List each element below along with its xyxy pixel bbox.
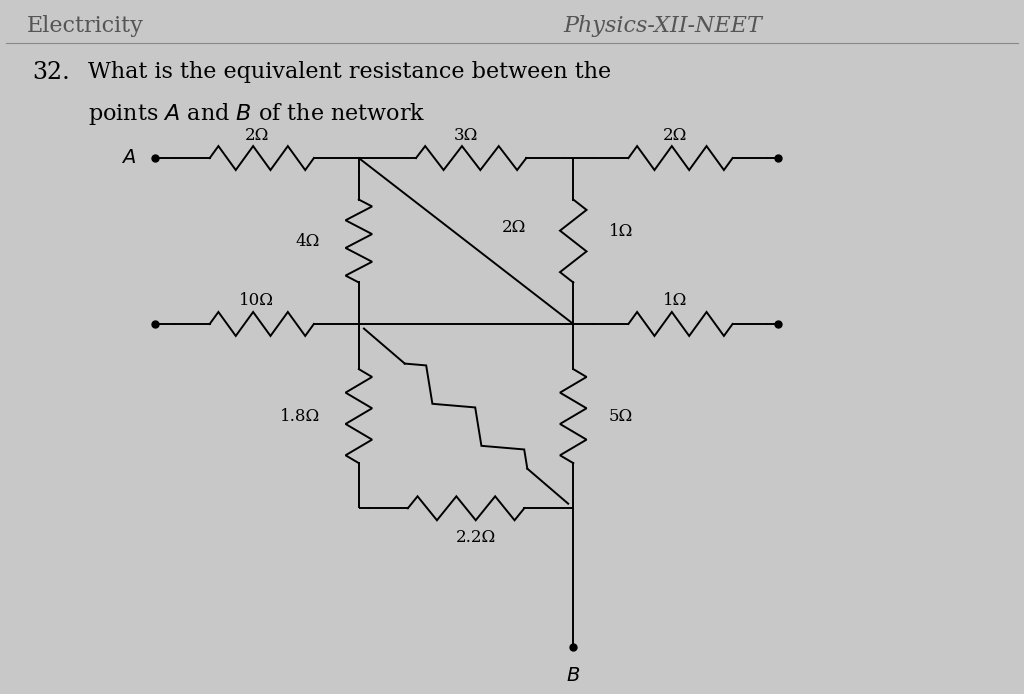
Text: $B$: $B$ xyxy=(566,667,581,685)
Text: What is the equivalent resistance between the: What is the equivalent resistance betwee… xyxy=(88,61,611,83)
Text: $A$: $A$ xyxy=(121,149,136,167)
Text: 5Ω: 5Ω xyxy=(609,407,633,425)
Text: Electricity: Electricity xyxy=(27,15,143,37)
Text: 2Ω: 2Ω xyxy=(502,219,526,236)
Text: 2Ω: 2Ω xyxy=(664,126,687,144)
Text: 32.: 32. xyxy=(32,61,70,84)
Text: Physics-XII-NEET: Physics-XII-NEET xyxy=(563,15,762,37)
Text: 4Ω: 4Ω xyxy=(296,232,321,250)
Text: points $A$ and $B$ of the network: points $A$ and $B$ of the network xyxy=(88,101,426,127)
Text: 10Ω: 10Ω xyxy=(240,292,274,310)
Text: 1.8Ω: 1.8Ω xyxy=(280,407,321,425)
Text: 1Ω: 1Ω xyxy=(609,223,634,240)
Text: 2.2Ω: 2.2Ω xyxy=(456,530,497,546)
Text: 2Ω: 2Ω xyxy=(245,126,269,144)
Text: 3Ω: 3Ω xyxy=(454,126,478,144)
Text: 1Ω: 1Ω xyxy=(664,292,687,310)
